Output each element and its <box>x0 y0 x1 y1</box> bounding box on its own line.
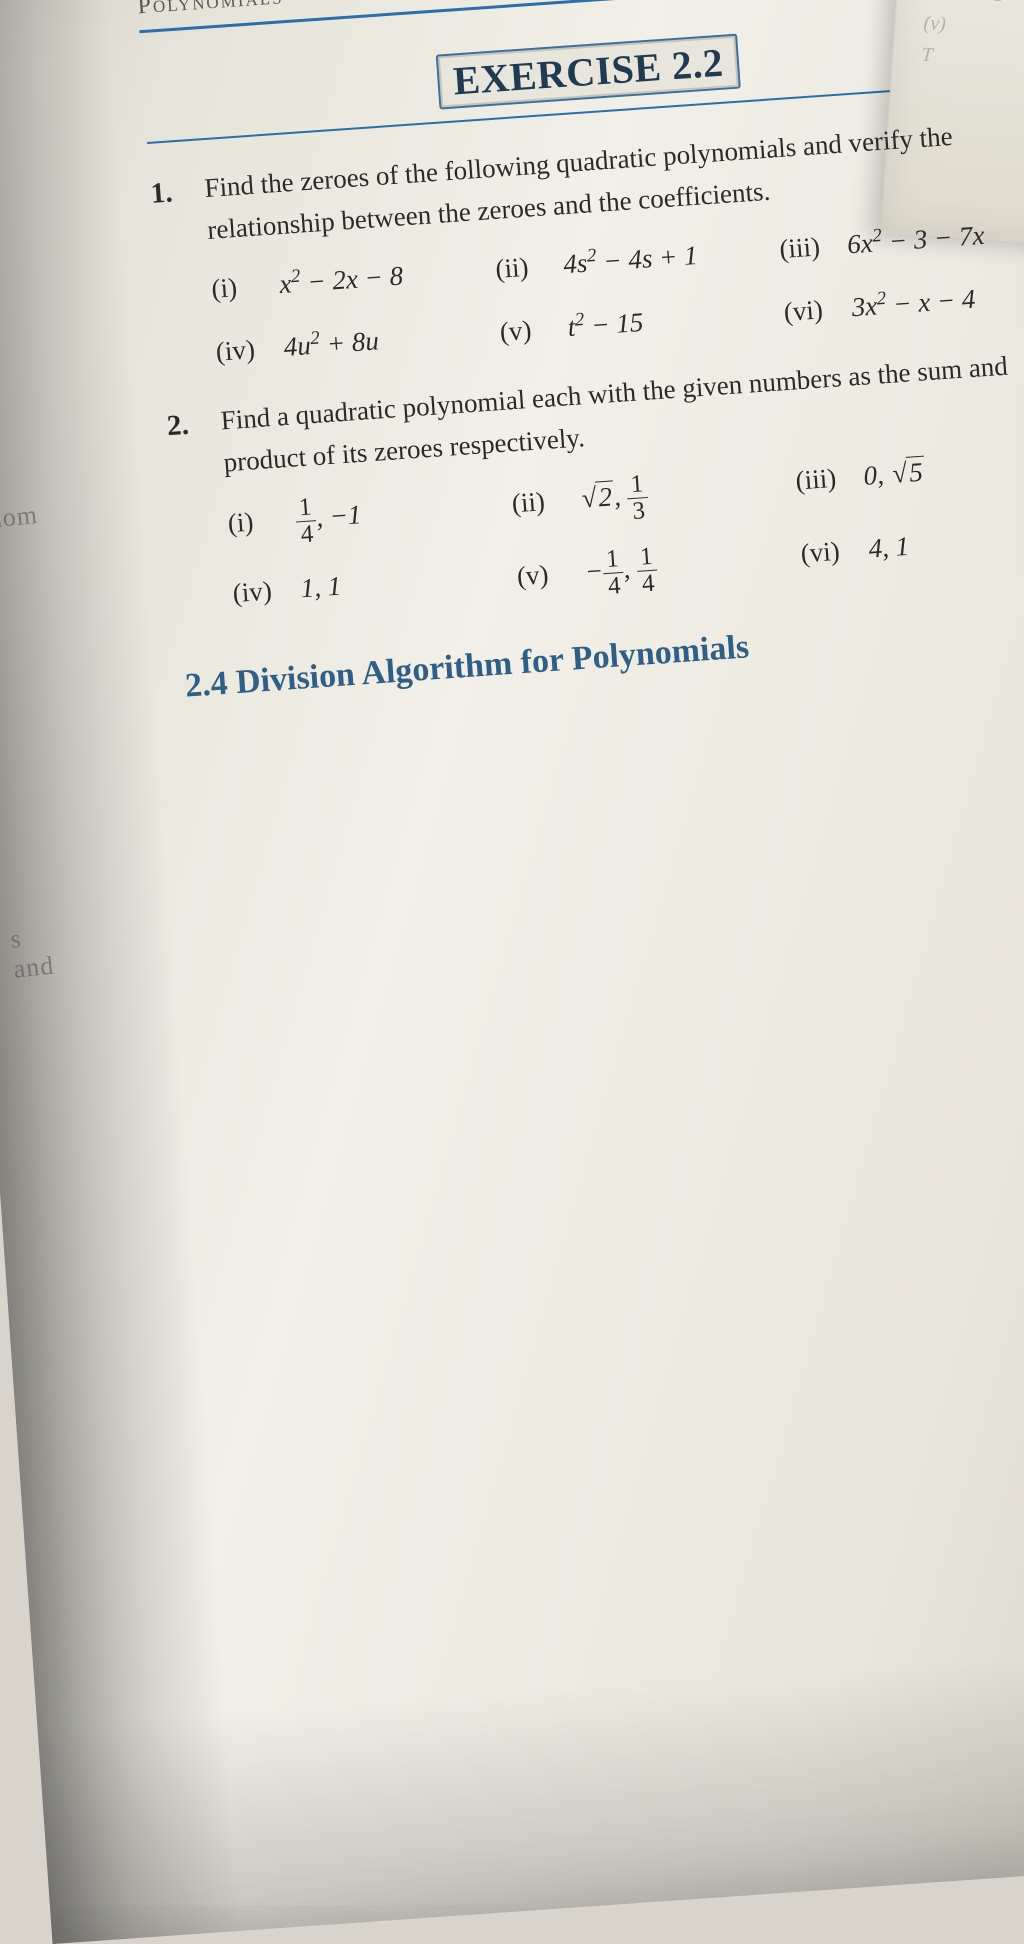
q1-opt-iv: (iv) 4u2 + 8u <box>214 312 483 373</box>
opt-tag: (i) <box>210 265 269 311</box>
q2-iii-expr: 0, 5 <box>862 452 926 498</box>
q2-opt-iv: (iv) 1, 1 <box>231 555 501 627</box>
q1-ii-expr: 4s2 − 4s + 1 <box>562 234 699 286</box>
q2-iv-expr: 1, 1 <box>299 566 342 611</box>
q2-opt-vi: (vi) 4, 1 <box>799 515 1024 587</box>
opt-tag: (iv) <box>231 570 290 616</box>
peek-scribble-3: T <box>920 39 1024 86</box>
q2-vi-expr: 4, 1 <box>867 526 910 571</box>
opt-tag: (v) <box>516 553 575 599</box>
q2-opt-i: (i) 14, −1 <box>226 482 496 554</box>
q1-iv-expr: 4u2 + 8u <box>282 319 380 368</box>
q1-opt-v: (v) t2 − 15 <box>498 292 767 353</box>
q1-opt-i: (i) x2 − 2x − 8 <box>210 249 479 310</box>
q1-i-expr: x2 − 2x − 8 <box>278 254 405 305</box>
opt-tag: (iii) <box>778 225 837 271</box>
opt-tag: (v) <box>498 308 557 354</box>
q2-i-expr: 14, −1 <box>294 491 363 549</box>
opt-tag: (i) <box>227 500 286 546</box>
opt-tag: (iii) <box>794 457 853 503</box>
q2-v-expr: −14, 14 <box>583 544 659 602</box>
q1-opt-iii: (iii) 6x2 − 3 − 7x <box>778 209 1024 270</box>
bottom-vignette <box>37 1641 1024 1944</box>
q2-opt-iii: (iii) 0, 5 <box>794 442 1024 514</box>
opt-tag: (vi) <box>799 530 858 576</box>
opt-tag: (ii) <box>510 480 569 526</box>
q1-vi-expr: 3x2 − x − 4 <box>850 277 977 328</box>
running-head: Polynomials <box>137 0 1024 20</box>
opt-tag: (ii) <box>494 245 553 291</box>
spine-frag-3: s and <box>9 921 55 985</box>
spine-bleed-text: Mathe lynom s and <box>0 85 55 984</box>
q1-opt-vi: (vi) 3x2 − x − 4 <box>782 272 1024 333</box>
q2-opt-v: (v) −14, 14 <box>515 535 785 607</box>
question-1: Find the zeroes of the following quadrat… <box>149 110 1024 377</box>
q2-opt-ii: (ii) 2, 13 <box>510 462 780 534</box>
question-2: Find a quadratic polynomial each with th… <box>165 343 1024 631</box>
q1-opt-ii: (ii) 4s2 − 4s + 1 <box>494 229 763 290</box>
q1-v-expr: t2 − 15 <box>566 300 645 348</box>
opt-tag: (vi) <box>782 288 841 334</box>
q2-ii-expr: 2, 13 <box>578 471 650 529</box>
opt-tag: (iv) <box>214 327 273 373</box>
q1-iii-expr: 6x2 − 3 − 7x <box>846 214 986 266</box>
exercise-title: EXERCISE 2.2 <box>435 34 741 110</box>
spine-frag-2: lynom <box>0 503 8 537</box>
